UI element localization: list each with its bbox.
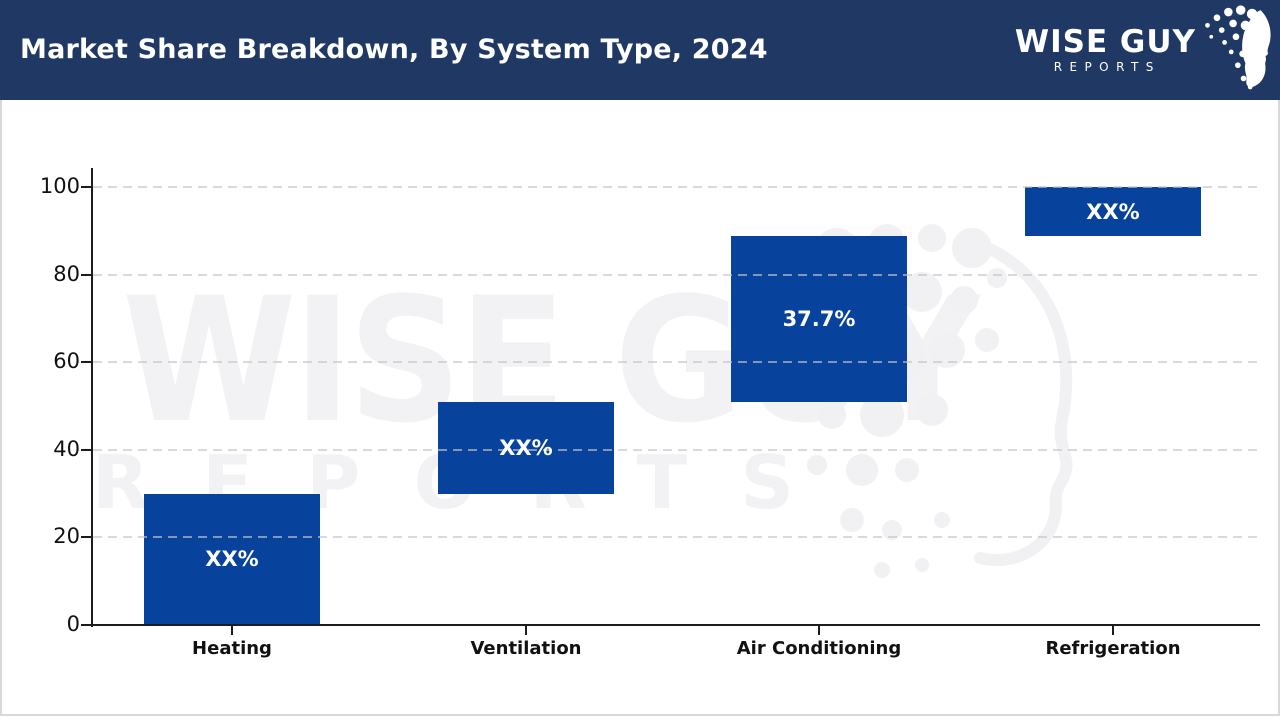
x-tick-mark [1112, 626, 1114, 635]
header: Market Share Breakdown, By System Type, … [0, 0, 1280, 100]
bar-segment [1025, 187, 1201, 237]
brand-logo: WISE GUY REPORTS [1015, 0, 1272, 100]
bar-segment [438, 401, 614, 494]
gridline [93, 448, 1260, 451]
y-tick-label: 20 [53, 524, 80, 549]
bar-value-label: XX% [1086, 199, 1140, 224]
y-tick-label: 60 [53, 349, 80, 374]
x-category-label: Refrigeration [1045, 638, 1181, 659]
chart-body: WISE GUY REPORTS 020406080100XX%HeatingX… [0, 100, 1280, 716]
x-category-label: Heating [192, 638, 272, 659]
brand-head-dots-icon [1205, 5, 1271, 90]
bar-value-label: XX% [205, 547, 259, 572]
bar-value-label: XX% [499, 435, 553, 460]
gridline [93, 273, 1260, 276]
brand-name: WISE GUY [1014, 23, 1196, 60]
y-tick-mark [81, 448, 91, 451]
y-tick-mark [81, 273, 91, 276]
x-axis-line [90, 624, 1260, 626]
y-tick-label: 40 [53, 436, 80, 461]
gridline [93, 361, 1260, 364]
y-tick-label: 100 [39, 174, 80, 198]
y-tick-label: 0 [66, 612, 80, 636]
gridline [93, 536, 1260, 539]
brand-reports-label: REPORTS [1053, 59, 1161, 74]
x-tick-mark [231, 626, 233, 635]
gridline [93, 186, 1260, 188]
y-tick-mark [81, 186, 91, 188]
bar-value-label: 37.7% [782, 307, 856, 332]
y-axis-line [91, 168, 93, 627]
y-tick-label: 80 [53, 261, 80, 286]
brand-text: WISE GUY REPORTS [1014, 23, 1196, 74]
x-tick-mark [818, 626, 820, 635]
chart-title: Market Share Breakdown, By System Type, … [20, 34, 768, 65]
y-tick-mark [81, 624, 91, 626]
x-category-label: Ventilation [470, 638, 582, 659]
bar-segment [144, 493, 320, 625]
y-tick-mark [81, 361, 91, 364]
y-tick-mark [81, 536, 91, 539]
x-tick-mark [525, 626, 527, 635]
x-category-label: Air Conditioning [736, 638, 902, 659]
